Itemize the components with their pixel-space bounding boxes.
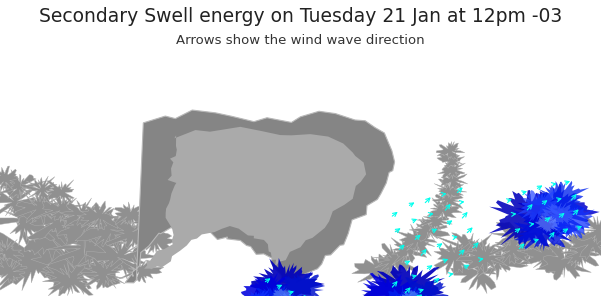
Polygon shape [251, 285, 297, 296]
Polygon shape [87, 236, 160, 280]
Polygon shape [105, 217, 154, 248]
Polygon shape [0, 220, 99, 292]
Polygon shape [434, 240, 475, 275]
Polygon shape [416, 209, 453, 232]
Polygon shape [20, 176, 64, 205]
Polygon shape [381, 285, 433, 296]
Polygon shape [117, 255, 164, 283]
Polygon shape [372, 243, 416, 276]
Polygon shape [0, 166, 19, 192]
Polygon shape [434, 176, 467, 199]
Polygon shape [47, 180, 75, 204]
Polygon shape [516, 232, 581, 276]
Polygon shape [515, 184, 600, 238]
Text: Secondary Swell energy on Tuesday 21 Jan at 12pm -03: Secondary Swell energy on Tuesday 21 Jan… [39, 7, 562, 26]
Polygon shape [0, 170, 46, 206]
Polygon shape [46, 218, 133, 273]
Polygon shape [30, 235, 135, 296]
Polygon shape [125, 110, 395, 283]
Polygon shape [576, 215, 601, 244]
Polygon shape [32, 193, 84, 229]
Polygon shape [75, 208, 149, 251]
Polygon shape [77, 201, 121, 231]
Polygon shape [80, 258, 125, 289]
Polygon shape [399, 277, 448, 296]
Polygon shape [132, 226, 176, 255]
Polygon shape [0, 197, 60, 246]
Polygon shape [546, 205, 595, 239]
Polygon shape [511, 209, 579, 251]
Polygon shape [352, 250, 403, 287]
Polygon shape [535, 242, 591, 280]
Polygon shape [241, 272, 299, 296]
Polygon shape [409, 217, 450, 242]
Polygon shape [395, 224, 437, 256]
Polygon shape [560, 231, 601, 269]
Polygon shape [437, 148, 465, 168]
Polygon shape [144, 127, 366, 269]
Polygon shape [359, 273, 419, 296]
Polygon shape [535, 214, 561, 233]
Polygon shape [0, 182, 39, 221]
Polygon shape [114, 202, 151, 226]
Polygon shape [495, 222, 566, 267]
Polygon shape [516, 189, 564, 226]
Polygon shape [250, 258, 325, 296]
Polygon shape [569, 224, 601, 260]
Polygon shape [429, 233, 499, 274]
Polygon shape [272, 287, 292, 296]
Polygon shape [436, 141, 465, 160]
Text: Arrows show the wind wave direction: Arrows show the wind wave direction [176, 34, 425, 47]
Polygon shape [21, 199, 103, 271]
Polygon shape [23, 193, 91, 246]
Polygon shape [237, 288, 277, 296]
Polygon shape [397, 287, 429, 296]
Polygon shape [441, 168, 468, 190]
Polygon shape [432, 189, 463, 209]
Polygon shape [490, 221, 542, 253]
Polygon shape [489, 190, 573, 248]
Polygon shape [0, 237, 24, 264]
Polygon shape [427, 197, 462, 219]
Polygon shape [391, 236, 429, 265]
Polygon shape [392, 295, 442, 296]
Polygon shape [362, 264, 445, 296]
Polygon shape [56, 203, 114, 255]
Polygon shape [0, 253, 27, 286]
Polygon shape [380, 291, 416, 296]
Polygon shape [475, 244, 528, 280]
Polygon shape [438, 156, 465, 179]
Polygon shape [132, 208, 164, 234]
Polygon shape [456, 239, 508, 274]
Polygon shape [492, 234, 532, 264]
Polygon shape [539, 202, 579, 225]
Polygon shape [59, 198, 101, 228]
Polygon shape [13, 190, 64, 225]
Polygon shape [530, 181, 590, 219]
Polygon shape [41, 262, 93, 296]
Polygon shape [450, 250, 507, 294]
Polygon shape [275, 271, 325, 296]
Polygon shape [273, 291, 311, 296]
